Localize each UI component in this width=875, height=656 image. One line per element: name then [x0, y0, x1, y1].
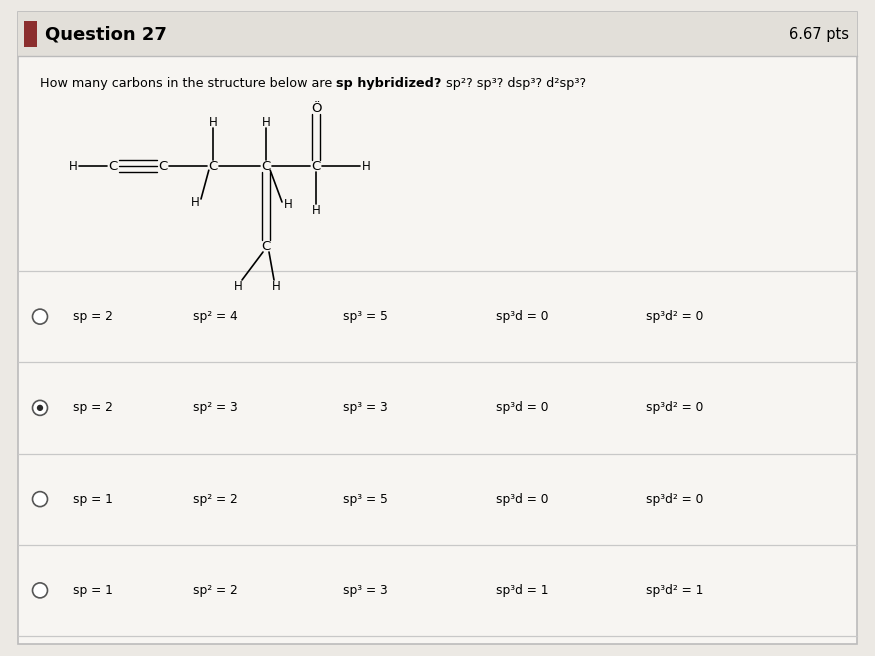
Text: How many carbons in the structure below are: How many carbons in the structure below …	[40, 77, 336, 91]
Text: sp³d² = 0: sp³d² = 0	[646, 401, 704, 415]
Text: 6.67 pts: 6.67 pts	[789, 26, 849, 41]
Text: sp² = 2: sp² = 2	[193, 493, 238, 506]
Text: H: H	[271, 279, 280, 293]
Text: H: H	[361, 159, 370, 173]
Text: H: H	[262, 115, 270, 129]
Text: H: H	[312, 203, 320, 216]
Text: sp² = 4: sp² = 4	[193, 310, 238, 323]
Text: C: C	[262, 159, 270, 173]
Circle shape	[32, 309, 47, 324]
Text: sp = 2: sp = 2	[73, 401, 113, 415]
Text: sp³d² = 0: sp³d² = 0	[646, 493, 704, 506]
Text: sp = 2: sp = 2	[73, 310, 113, 323]
Text: C: C	[158, 159, 168, 173]
Circle shape	[37, 405, 43, 411]
Text: sp³d = 0: sp³d = 0	[496, 310, 549, 323]
Text: C: C	[208, 159, 218, 173]
Circle shape	[32, 583, 47, 598]
Text: C: C	[312, 159, 320, 173]
Text: H: H	[191, 195, 200, 209]
Text: C: C	[262, 239, 270, 253]
Text: sp³ = 3: sp³ = 3	[343, 584, 388, 597]
Text: sp² = 2: sp² = 2	[193, 584, 238, 597]
Text: sp³d² = 1: sp³d² = 1	[646, 584, 704, 597]
Circle shape	[32, 400, 47, 415]
Text: sp hybridized?: sp hybridized?	[336, 77, 442, 91]
Text: sp³ = 5: sp³ = 5	[343, 310, 388, 323]
Circle shape	[32, 491, 47, 506]
Text: Question 27: Question 27	[45, 25, 167, 43]
Text: H: H	[208, 115, 217, 129]
Text: H: H	[234, 279, 242, 293]
Text: sp = 1: sp = 1	[73, 493, 113, 506]
Text: sp³d = 0: sp³d = 0	[496, 493, 549, 506]
Text: Ö: Ö	[311, 102, 321, 115]
Text: sp² = 3: sp² = 3	[193, 401, 238, 415]
Text: H: H	[284, 199, 292, 211]
Text: sp²? sp³? dsp³? d²sp³?: sp²? sp³? dsp³? d²sp³?	[442, 77, 585, 91]
Text: sp³ = 5: sp³ = 5	[343, 493, 388, 506]
Text: sp³d² = 0: sp³d² = 0	[646, 310, 704, 323]
Text: sp³ = 3: sp³ = 3	[343, 401, 388, 415]
Text: H: H	[68, 159, 77, 173]
Text: sp³d = 1: sp³d = 1	[496, 584, 549, 597]
Bar	[24, 21, 37, 47]
Text: C: C	[108, 159, 117, 173]
Text: sp = 1: sp = 1	[73, 584, 113, 597]
Text: sp³d = 0: sp³d = 0	[496, 401, 549, 415]
Bar	[18, 12, 857, 56]
